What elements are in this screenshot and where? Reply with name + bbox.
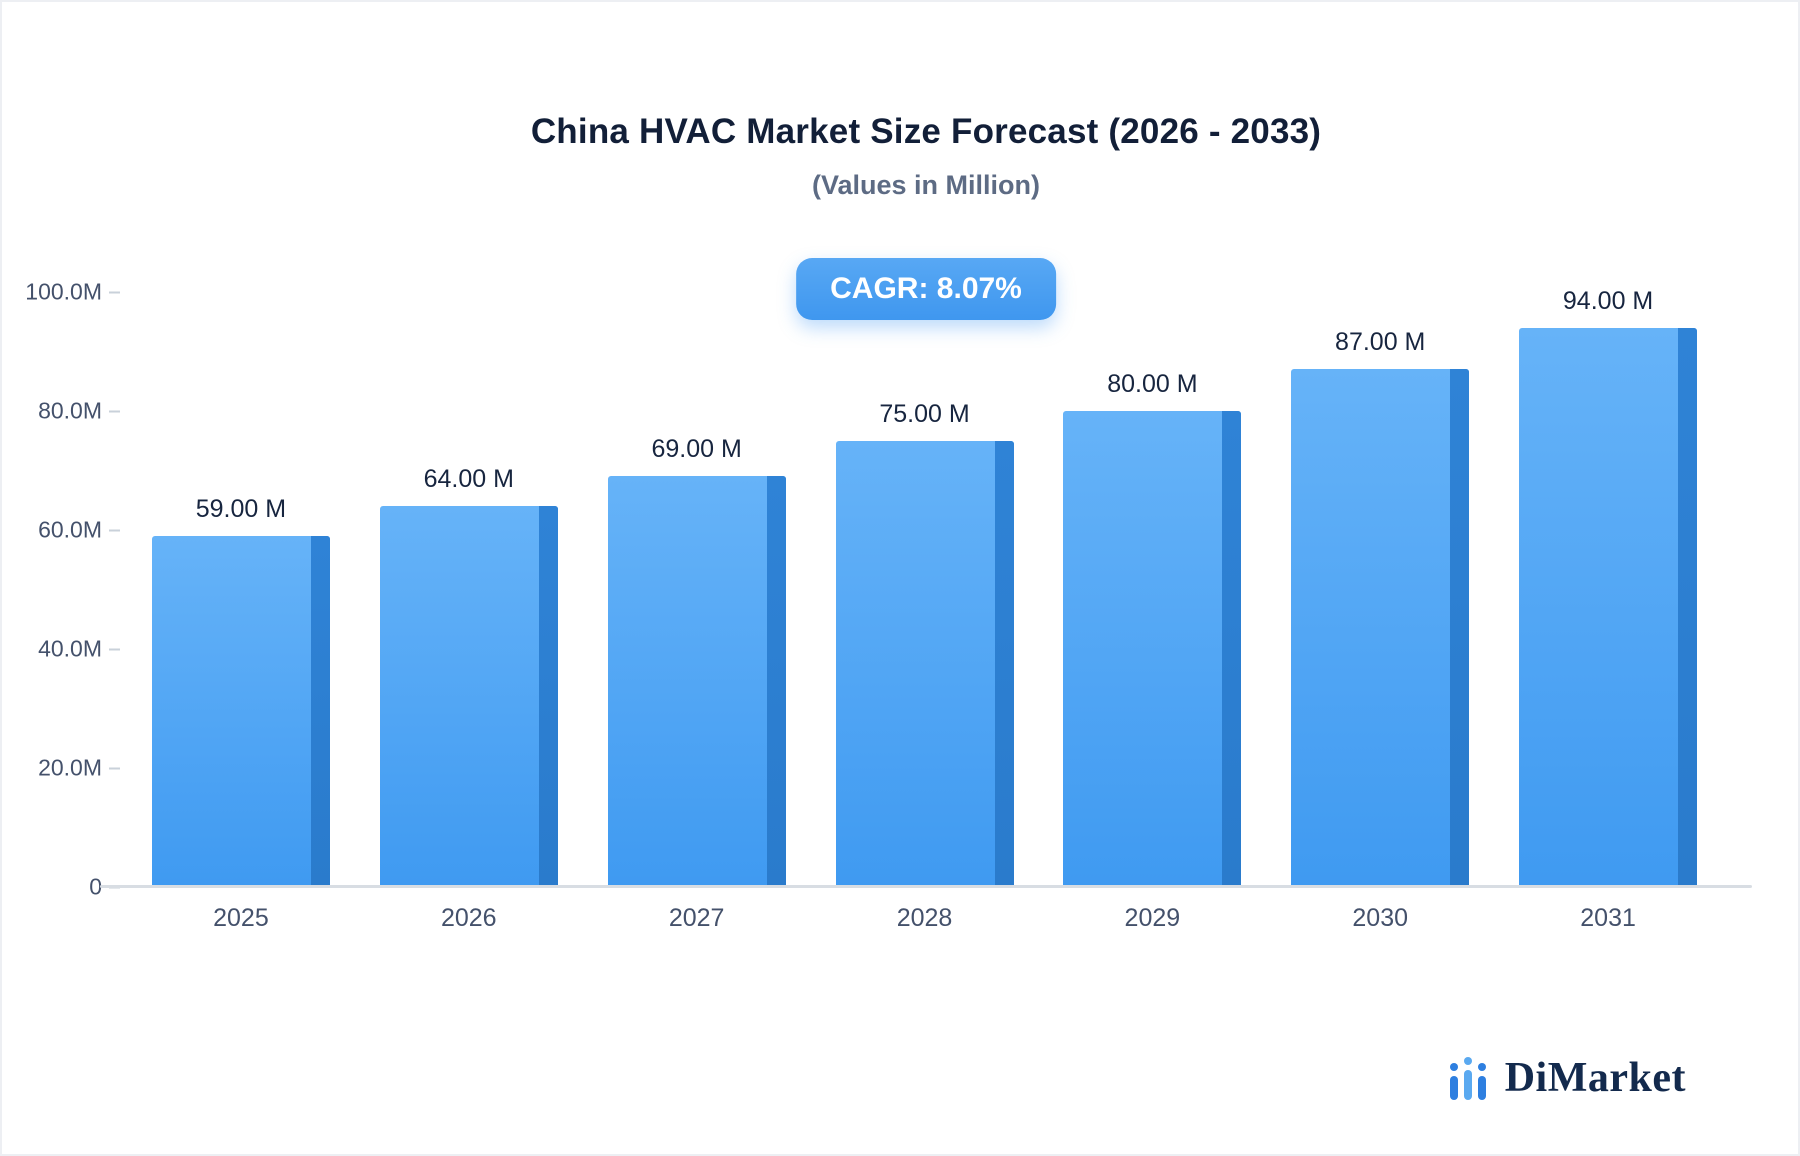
y-axis-tick-label: 60.0M xyxy=(38,516,102,543)
bar-side-shade xyxy=(994,440,1014,887)
bar-2025: 59.00 M xyxy=(151,495,330,887)
bar-2026: 64.00 M xyxy=(379,465,558,887)
x-axis-label: 2031 xyxy=(1580,904,1636,932)
y-axis-tick: 100.0M xyxy=(2,279,120,306)
y-axis-tick: 40.0M xyxy=(2,636,120,663)
y-axis-tick-label: 0 xyxy=(89,873,102,900)
bar-slot: 75.00 M xyxy=(811,292,1039,887)
y-axis-tick-label: 100.0M xyxy=(25,278,102,305)
x-axis-line xyxy=(100,885,1752,888)
x-axis-label: 2027 xyxy=(668,904,725,932)
y-axis-tick-label: 40.0M xyxy=(38,635,102,662)
bar-slot: 64.00 M xyxy=(355,292,583,887)
x-axis-label: 2028 xyxy=(896,904,953,932)
bar-value-label: 75.00 M xyxy=(879,399,970,428)
y-axis: 100.0M 80.0M 60.0M 40.0M 20.0M 0 xyxy=(2,279,120,900)
brand-logo-text: DiMarket xyxy=(1504,1055,1686,1101)
bar-2030: 87.00 M xyxy=(1291,328,1470,887)
x-axis-label: 2029 xyxy=(1124,904,1181,932)
bar-side-shade xyxy=(538,506,558,887)
bar-2029: 80.00 M xyxy=(1063,370,1242,887)
y-axis-tick-mark xyxy=(109,410,120,412)
y-axis-tick-mark xyxy=(109,648,120,650)
y-axis-tick: 80.0M xyxy=(2,398,120,425)
bar-2027: 69.00 M xyxy=(607,435,786,887)
bar-slot: 80.00 M xyxy=(1038,292,1266,887)
bar-2028: 75.00 M xyxy=(835,400,1014,887)
bar-side-shade xyxy=(766,476,786,887)
y-axis-tick-label: 20.0M xyxy=(38,754,102,781)
x-axis-label: 2026 xyxy=(440,904,497,932)
y-axis-tick-mark xyxy=(109,529,120,531)
bar-value-label: 69.00 M xyxy=(651,435,742,464)
bar-slot: 87.00 M xyxy=(1266,292,1494,887)
bar-value-label: 94.00 M xyxy=(1562,286,1654,315)
bar-slot: 69.00 M xyxy=(583,292,811,887)
bar-chart-logo-icon xyxy=(1449,1057,1486,1100)
x-axis: 2025 2026 2027 2028 2029 2030 2031 xyxy=(127,904,1722,933)
bar-side-shade xyxy=(1678,327,1698,887)
cagr-badge: CAGR: 8.07% xyxy=(796,258,1056,320)
bar-value-label: 64.00 M xyxy=(423,465,514,494)
y-axis-tick-mark xyxy=(109,767,120,769)
brand-logo: DiMarket xyxy=(1444,1054,1686,1102)
bar-side-shade xyxy=(310,535,330,887)
bar-2031: 94.00 M xyxy=(1519,287,1698,887)
x-axis-label: 2030 xyxy=(1352,904,1409,932)
y-axis-tick-label: 80.0M xyxy=(38,397,102,424)
chart-subtitle: (Values in Million) xyxy=(811,170,1041,200)
bar-slot: 59.00 M xyxy=(127,292,355,887)
x-axis-label: 2025 xyxy=(213,904,269,932)
bar-side-shade xyxy=(1222,411,1242,887)
y-axis-tick: 20.0M xyxy=(2,755,120,782)
bar-slot: 94.00 M xyxy=(1494,287,1722,887)
bar-value-label: 59.00 M xyxy=(195,494,287,523)
bar-side-shade xyxy=(1450,369,1470,887)
bar-value-label: 87.00 M xyxy=(1335,328,1426,357)
chart-title: China HVAC Market Size Forecast (2026 - … xyxy=(530,112,1322,151)
y-axis-tick: 60.0M xyxy=(2,517,120,544)
bar-series: 59.00 M 64.00 M 69.00 M 75.00 M 80.00 M 87.00… xyxy=(127,287,1722,887)
bar-value-label: 80.00 M xyxy=(1107,370,1198,398)
y-axis-tick-mark xyxy=(109,291,120,293)
